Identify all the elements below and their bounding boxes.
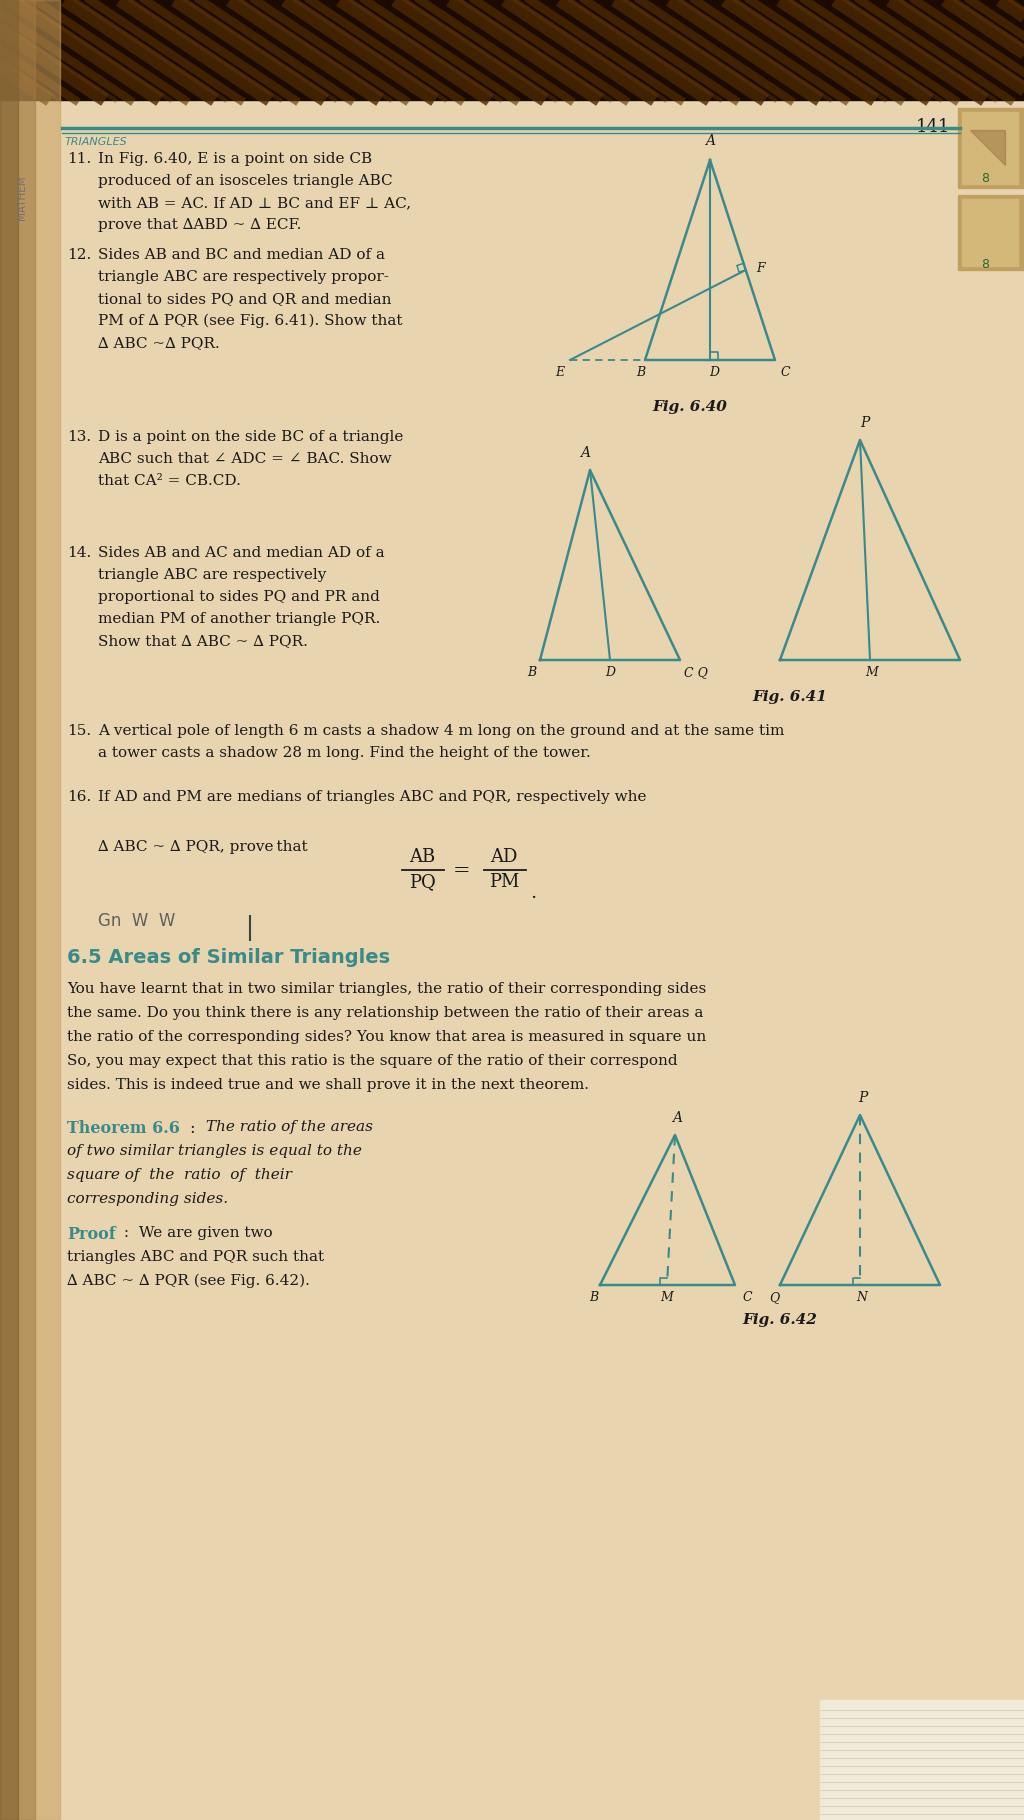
Text: AB: AB <box>409 848 435 866</box>
Text: Fig. 6.40: Fig. 6.40 <box>652 400 727 413</box>
Bar <box>0 0 18 1820</box>
Text: Show that ∆ ABC ~ ∆ PQR.: Show that ∆ ABC ~ ∆ PQR. <box>98 633 308 648</box>
Text: square of  the  ratio  of  their: square of the ratio of their <box>67 1168 292 1181</box>
Text: C: C <box>781 366 791 379</box>
Text: P: P <box>858 1090 867 1105</box>
Bar <box>820 1700 1024 1820</box>
Text: ∆ ABC ~∆ PQR.: ∆ ABC ~∆ PQR. <box>98 337 220 349</box>
Bar <box>0 0 35 1820</box>
Text: The ratio of the areas: The ratio of the areas <box>201 1119 373 1134</box>
Text: of two similar triangles is equal to the: of two similar triangles is equal to the <box>67 1145 361 1158</box>
Text: TRIANGLES: TRIANGLES <box>65 136 128 147</box>
Text: 13.: 13. <box>67 430 91 444</box>
Text: B: B <box>527 666 537 679</box>
Bar <box>962 198 1018 266</box>
Text: ABC such that ∠ ADC = ∠ BAC. Show: ABC such that ∠ ADC = ∠ BAC. Show <box>98 451 391 466</box>
Text: M: M <box>660 1290 674 1303</box>
Bar <box>0 0 60 1820</box>
Text: Sides AB and AC and median AD of a: Sides AB and AC and median AD of a <box>98 546 385 561</box>
Text: C Q: C Q <box>684 666 708 679</box>
Text: PM of ∆ PQR (see Fig. 6.41). Show that: PM of ∆ PQR (see Fig. 6.41). Show that <box>98 315 402 328</box>
Text: Fig. 6.41: Fig. 6.41 <box>753 690 827 704</box>
Text: Theorem 6.6: Theorem 6.6 <box>67 1119 180 1138</box>
Text: 12.: 12. <box>67 248 91 262</box>
Bar <box>0 0 1024 100</box>
Text: B: B <box>590 1290 599 1303</box>
Text: triangles ABC and PQR such that: triangles ABC and PQR such that <box>67 1250 325 1265</box>
Text: A: A <box>580 446 590 460</box>
Text: A: A <box>705 135 715 147</box>
Text: :: : <box>185 1119 201 1138</box>
Text: D is a point on the side BC of a triangle: D is a point on the side BC of a triangl… <box>98 430 403 444</box>
Text: Fig. 6.42: Fig. 6.42 <box>742 1312 817 1327</box>
Text: a tower casts a shadow 28 m long. Find the height of the tower.: a tower casts a shadow 28 m long. Find t… <box>98 746 591 761</box>
Text: the same. Do you think there is any relationship between the ratio of their area: the same. Do you think there is any rela… <box>67 1006 703 1019</box>
Text: 8: 8 <box>981 173 989 186</box>
Text: 6.5 Areas of Similar Triangles: 6.5 Areas of Similar Triangles <box>67 948 390 966</box>
Text: AD: AD <box>490 848 518 866</box>
Text: 141: 141 <box>915 118 950 136</box>
Text: D: D <box>605 666 615 679</box>
Text: with AB = AC. If AD ⊥ BC and EF ⊥ AC,: with AB = AC. If AD ⊥ BC and EF ⊥ AC, <box>98 197 411 209</box>
Text: Proof: Proof <box>67 1227 116 1243</box>
Text: D: D <box>709 366 719 379</box>
Polygon shape <box>970 129 1005 166</box>
Text: ∆ ABC ~ ∆ PQR (see Fig. 6.42).: ∆ ABC ~ ∆ PQR (see Fig. 6.42). <box>67 1274 310 1289</box>
Text: You have learnt that in two similar triangles, the ratio of their corresponding : You have learnt that in two similar tria… <box>67 983 707 996</box>
Text: B: B <box>637 366 645 379</box>
Text: Gn  W  W: Gn W W <box>98 912 175 930</box>
Text: =: = <box>454 861 471 879</box>
Text: So, you may expect that this ratio is the square of the ratio of their correspon: So, you may expect that this ratio is th… <box>67 1054 678 1068</box>
Text: corresponding sides.: corresponding sides. <box>67 1192 228 1207</box>
Text: PQ: PQ <box>409 874 435 892</box>
Text: 8: 8 <box>981 258 989 271</box>
Text: N: N <box>856 1290 867 1303</box>
Text: C: C <box>743 1290 753 1303</box>
Text: tional to sides PQ and QR and median: tional to sides PQ and QR and median <box>98 291 391 306</box>
Text: produced of an isosceles triangle ABC: produced of an isosceles triangle ABC <box>98 175 392 187</box>
Text: sides. This is indeed true and we shall prove it in the next theorem.: sides. This is indeed true and we shall … <box>67 1077 589 1092</box>
Text: PM: PM <box>488 874 519 892</box>
Text: .: . <box>530 885 537 903</box>
Text: F: F <box>756 262 764 275</box>
Text: triangle ABC are respectively propor-: triangle ABC are respectively propor- <box>98 269 389 284</box>
Text: :  We are given two: : We are given two <box>119 1227 272 1239</box>
Text: 15.: 15. <box>67 724 91 737</box>
Text: 14.: 14. <box>67 546 91 561</box>
Text: If AD and PM are medians of triangles ABC and PQR, respectively whe: If AD and PM are medians of triangles AB… <box>98 790 646 804</box>
Bar <box>958 107 1024 187</box>
Text: prove that ∆ABD ~ ∆ ECF.: prove that ∆ABD ~ ∆ ECF. <box>98 218 301 231</box>
Text: MATHEM: MATHEM <box>17 175 27 220</box>
Text: In Fig. 6.40, E is a point on side CB: In Fig. 6.40, E is a point on side CB <box>98 153 372 166</box>
Text: Q: Q <box>769 1290 779 1303</box>
Bar <box>958 195 1024 269</box>
Text: E: E <box>555 366 564 379</box>
Text: 16.: 16. <box>67 790 91 804</box>
Text: median PM of another triangle PQR.: median PM of another triangle PQR. <box>98 612 380 626</box>
Text: P: P <box>860 417 869 430</box>
Text: ∆ ABC ~ ∆ PQR, prove that: ∆ ABC ~ ∆ PQR, prove that <box>98 841 307 854</box>
Text: that CA² = CB.CD.: that CA² = CB.CD. <box>98 473 241 488</box>
Text: 11.: 11. <box>67 153 91 166</box>
Bar <box>962 113 1018 184</box>
Text: proportional to sides PQ and PR and: proportional to sides PQ and PR and <box>98 590 380 604</box>
Text: the ratio of the corresponding sides? You know that area is measured in square u: the ratio of the corresponding sides? Yo… <box>67 1030 707 1045</box>
Text: A vertical pole of length 6 m casts a shadow 4 m long on the ground and at the s: A vertical pole of length 6 m casts a sh… <box>98 724 784 737</box>
Text: Sides AB and BC and median AD of a: Sides AB and BC and median AD of a <box>98 248 385 262</box>
Text: triangle ABC are respectively: triangle ABC are respectively <box>98 568 327 582</box>
Text: A: A <box>672 1110 682 1125</box>
Text: M: M <box>865 666 879 679</box>
